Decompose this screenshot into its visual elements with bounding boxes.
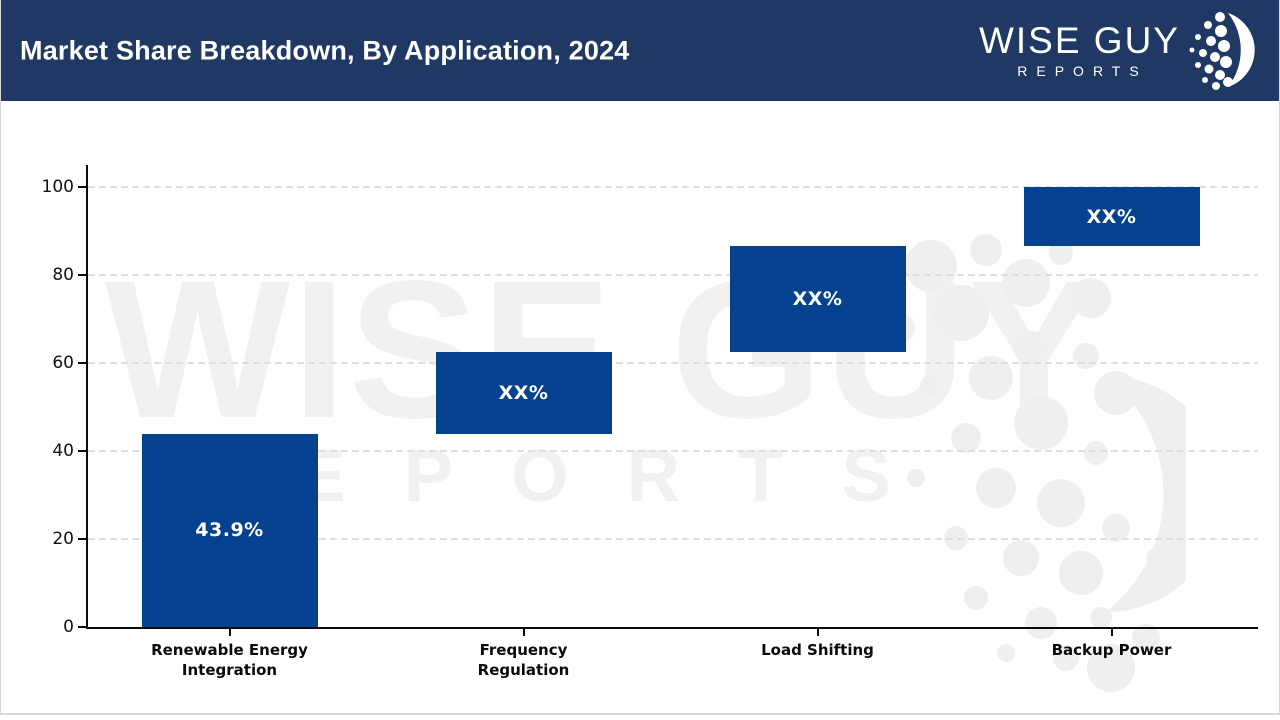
brand-name: WISE GUY: [978, 20, 1180, 61]
brand-subtitle: REPORTS: [1017, 63, 1148, 79]
x-tick: [228, 629, 231, 636]
bar-value-label: XX%: [1086, 205, 1137, 228]
x-tick: [1110, 629, 1113, 636]
y-tick: [78, 450, 87, 452]
bar-segment: 43.9%: [141, 433, 318, 627]
brand-face-icon: [1189, 12, 1255, 90]
bar-value-label: 43.9%: [195, 519, 264, 542]
y-tick-label: 60: [52, 353, 74, 373]
y-tick: [78, 274, 87, 276]
bar-value-label: XX%: [792, 288, 843, 311]
bar-segment: XX%: [729, 246, 906, 352]
gridline: [88, 362, 1258, 364]
gridline: [88, 538, 1258, 540]
y-tick-label: 0: [63, 617, 74, 637]
x-category-label: Frequency Regulation: [374, 640, 674, 680]
x-tick: [816, 629, 819, 636]
x-tick: [522, 629, 525, 636]
y-tick: [78, 362, 87, 364]
gridline: [88, 450, 1258, 452]
y-axis-line: [86, 165, 88, 629]
x-category-label-line: Regulation: [477, 661, 570, 679]
x-category-label: Renewable Energy Integration: [80, 640, 380, 680]
y-tick-label: 80: [52, 265, 74, 285]
x-category-label-line: Frequency: [479, 641, 568, 659]
watermark-face-icon: [887, 234, 1186, 692]
bar-segment: XX%: [435, 352, 612, 434]
x-category-label-line: Integration: [181, 661, 278, 679]
x-category-label: Backup Power: [962, 640, 1262, 660]
page-title: Market Share Breakdown, By Application, …: [20, 35, 630, 65]
x-category-label-line: Renewable Energy: [151, 641, 308, 659]
y-tick-label: 20: [52, 529, 74, 549]
y-tick: [78, 538, 87, 540]
x-category-label: Load Shifting: [668, 640, 968, 660]
x-category-label-line: Backup Power: [1051, 641, 1172, 659]
brand-logo: WISE GUY REPORTS: [979, 8, 1266, 92]
y-tick-label: 40: [52, 441, 74, 461]
gridline: [88, 186, 1258, 188]
gridline: [88, 274, 1258, 276]
bar-segment: XX%: [1023, 187, 1200, 247]
y-tick: [78, 626, 87, 628]
x-axis-line: [86, 627, 1258, 629]
y-tick: [78, 186, 87, 188]
x-category-label-line: Load Shifting: [761, 641, 874, 659]
header-bar: Market Share Breakdown, By Application, …: [0, 0, 1280, 101]
bar-value-label: XX%: [498, 381, 549, 404]
y-tick-label: 100: [41, 177, 74, 197]
brand-logo-text: WISE GUY REPORTS: [978, 20, 1180, 80]
